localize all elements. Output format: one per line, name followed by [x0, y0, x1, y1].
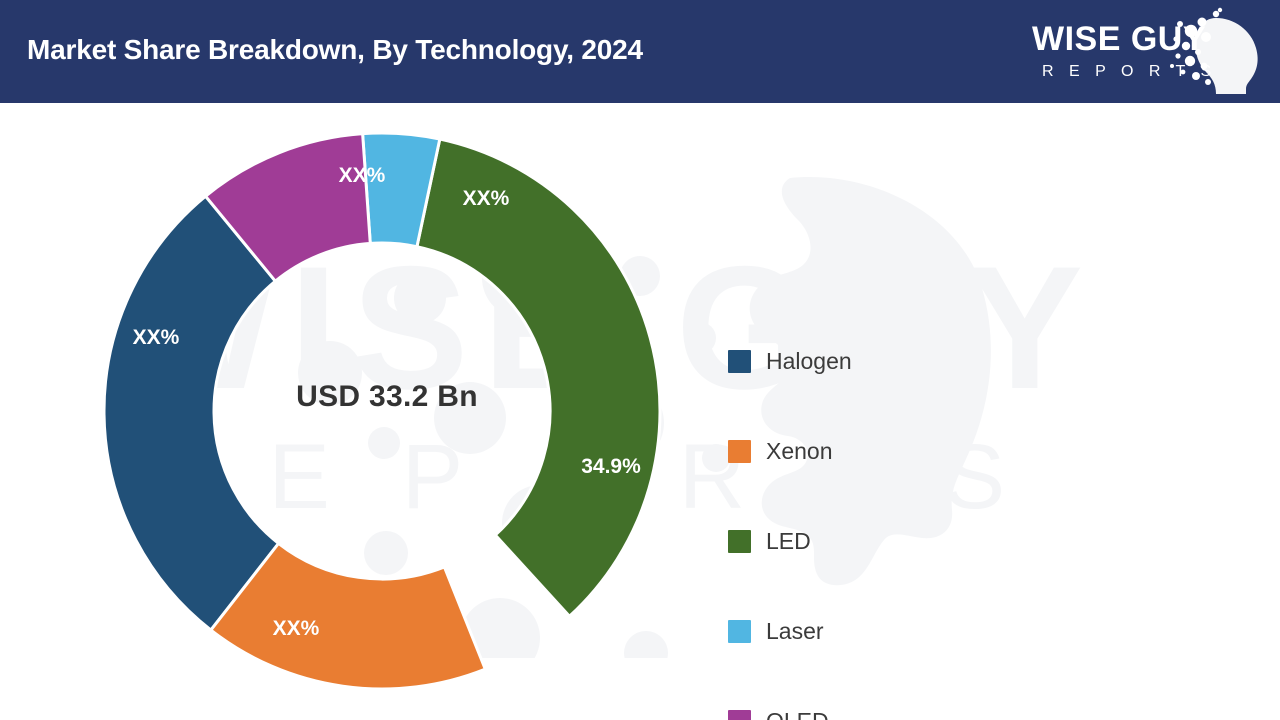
- slice-label-xenon: XX%: [272, 617, 320, 640]
- slice-label-led: 34.9%: [581, 455, 641, 478]
- donut-slice-laser[interactable]: [361, 131, 442, 249]
- donut-slice-oled[interactable]: [203, 132, 372, 284]
- legend-label: Xenon: [766, 437, 833, 464]
- logo-text-reports: R E P O R T S: [1042, 63, 1217, 80]
- page-title: Market Share Breakdown, By Technology, 2…: [27, 34, 643, 65]
- donut-slice-xenon[interactable]: [208, 541, 488, 691]
- logo-text-wise-guy: WISE GUY: [1032, 20, 1206, 58]
- donut-center-value: USD 33.2 Bn: [296, 380, 478, 413]
- donut-slice-halogen[interactable]: [102, 194, 281, 633]
- legend-label: Halogen: [766, 347, 852, 374]
- legend-label: Laser: [766, 617, 824, 644]
- donut-chart: 34.9% XX% XX% XX% XX% USD 33.2 Bn: [92, 108, 682, 698]
- legend-label: LED: [766, 527, 811, 554]
- legend-item-laser[interactable]: Laser: [728, 618, 968, 644]
- legend-item-oled[interactable]: OLED: [728, 708, 968, 720]
- page-header: Market Share Breakdown, By Technology, 2…: [0, 0, 1280, 103]
- legend-swatch-icon: [728, 709, 751, 720]
- wise-guy-reports-logo: WISE GUY R E P O R T S: [1032, 7, 1258, 94]
- legend-swatch-icon: [728, 439, 751, 463]
- legend-item-led[interactable]: LED: [728, 528, 968, 554]
- chart-legend: Halogen Xenon LED Laser OLED: [728, 348, 968, 720]
- donut-chart-svg: [102, 131, 662, 691]
- legend-label: OLED: [766, 708, 829, 720]
- legend-item-xenon[interactable]: Xenon: [728, 438, 968, 464]
- legend-swatch-icon: [728, 349, 751, 373]
- slice-label-halogen: XX%: [132, 326, 180, 349]
- legend-item-halogen[interactable]: Halogen: [728, 348, 968, 374]
- legend-swatch-icon: [728, 619, 751, 643]
- donut-slice-led[interactable]: [415, 137, 662, 619]
- slice-label-oled: XX%: [338, 164, 386, 187]
- slice-label-laser: XX%: [462, 187, 510, 210]
- legend-swatch-icon: [728, 529, 751, 553]
- head-profile-icon: [1170, 7, 1258, 94]
